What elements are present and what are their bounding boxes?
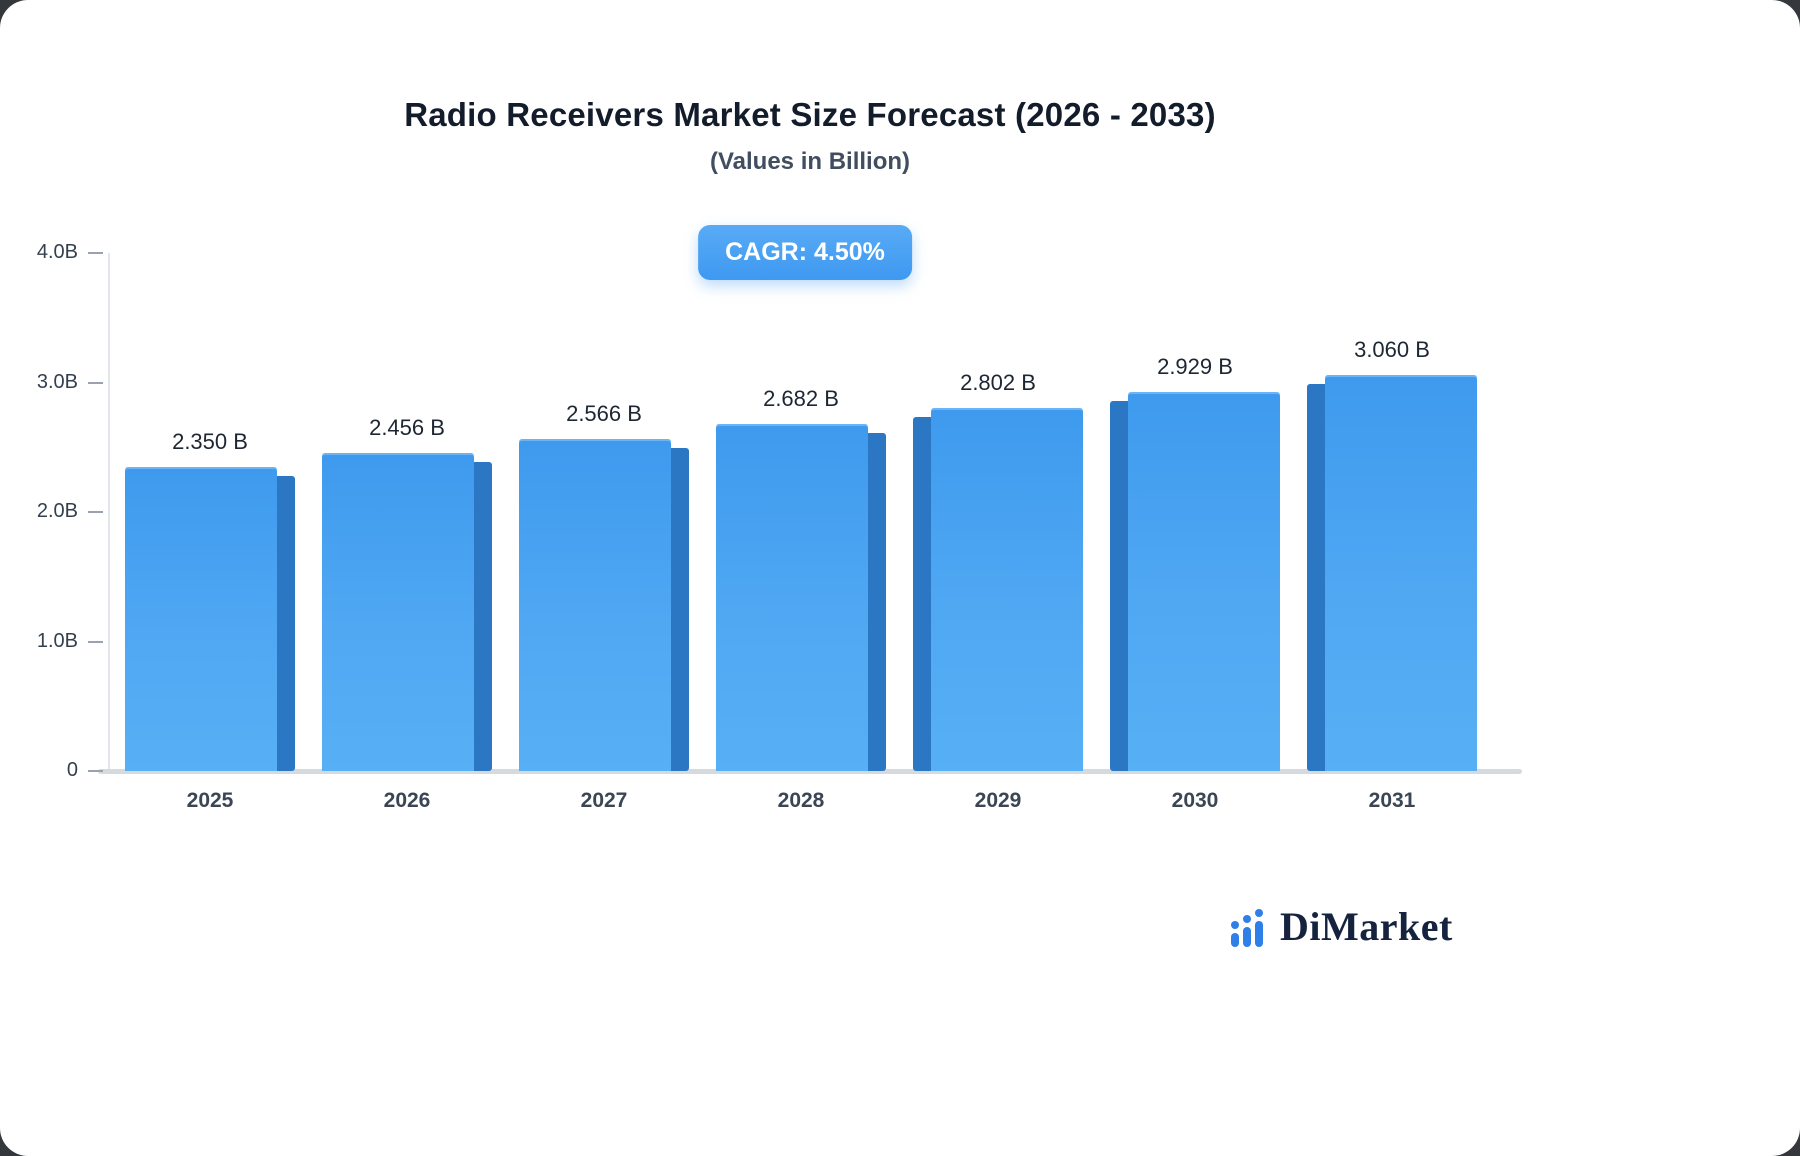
bar-face bbox=[125, 466, 277, 771]
chart-subtitle: (Values in Billion) bbox=[709, 148, 911, 175]
y-tick-label: 2.0B bbox=[36, 500, 78, 522]
bar: 2.929 B bbox=[1110, 354, 1280, 771]
bar-side-shadow bbox=[273, 475, 295, 771]
bar-chart-icon bbox=[1228, 905, 1268, 949]
y-tick-mark bbox=[88, 381, 103, 384]
bar-face bbox=[322, 452, 474, 771]
y-tick-mark bbox=[88, 770, 103, 772]
bar-face bbox=[1128, 391, 1280, 771]
x-axis-label: 2029 bbox=[974, 789, 1022, 812]
y-tick-mark bbox=[88, 640, 103, 643]
plot-area: 2.350 B 2025 2.456 B 2026 2.566 B 2027 2.682 B… bbox=[110, 253, 1520, 812]
chart-title: Radio Receivers Market Size Forecast (20… bbox=[404, 96, 1216, 133]
bar: 2.350 B bbox=[125, 429, 295, 771]
bar-side-shadow bbox=[470, 461, 492, 771]
bar: 2.802 B bbox=[913, 370, 1083, 771]
bar: 3.060 B bbox=[1307, 337, 1477, 771]
brand-logo-text: DiMarket bbox=[1280, 904, 1453, 949]
x-axis-label: 2025 bbox=[186, 789, 234, 812]
bar-face bbox=[519, 438, 671, 771]
y-tick-label: 3.0B bbox=[36, 370, 78, 393]
bar-side-shadow bbox=[1307, 383, 1329, 771]
bar-value-label: 2.929 B bbox=[1157, 353, 1233, 379]
y-tick-label: 4.0B bbox=[36, 241, 78, 263]
x-axis-label: 2027 bbox=[580, 789, 628, 812]
y-axis-line bbox=[108, 253, 110, 771]
bar-side-shadow bbox=[864, 432, 886, 771]
y-tick-label: 0 bbox=[66, 759, 78, 781]
y-tick-label: 1.0B bbox=[36, 629, 78, 652]
bar-side-shadow bbox=[913, 417, 935, 771]
bar: 2.566 B bbox=[519, 401, 689, 771]
x-axis-label: 2028 bbox=[777, 789, 825, 812]
bar-face bbox=[931, 408, 1083, 771]
y-tick-mark bbox=[88, 252, 103, 254]
bar-value-label: 2.682 B bbox=[763, 385, 839, 411]
bar-side-shadow bbox=[1110, 400, 1132, 771]
bar: 2.682 B bbox=[716, 386, 886, 771]
x-axis-label: 2031 bbox=[1368, 789, 1416, 812]
y-tick-mark bbox=[88, 511, 103, 513]
bar-value-label: 2.456 B bbox=[369, 414, 445, 440]
bar-value-label: 2.566 B bbox=[566, 400, 642, 426]
brand-logo: DiMarket bbox=[1228, 903, 1453, 950]
bar-value-label: 3.060 B bbox=[1354, 336, 1430, 362]
bar: 2.456 B bbox=[322, 415, 492, 771]
x-axis-label: 2030 bbox=[1171, 789, 1219, 812]
bar-value-label: 2.350 B bbox=[172, 428, 248, 454]
x-axis-label: 2026 bbox=[383, 789, 431, 812]
bar-value-label: 2.802 B bbox=[960, 370, 1036, 396]
bar-side-shadow bbox=[667, 447, 689, 771]
cagr-badge: CAGR: 4.50% bbox=[698, 225, 912, 280]
bar-face bbox=[1325, 374, 1477, 771]
x-axis-baseline bbox=[98, 769, 1522, 774]
bar-face bbox=[716, 423, 868, 771]
